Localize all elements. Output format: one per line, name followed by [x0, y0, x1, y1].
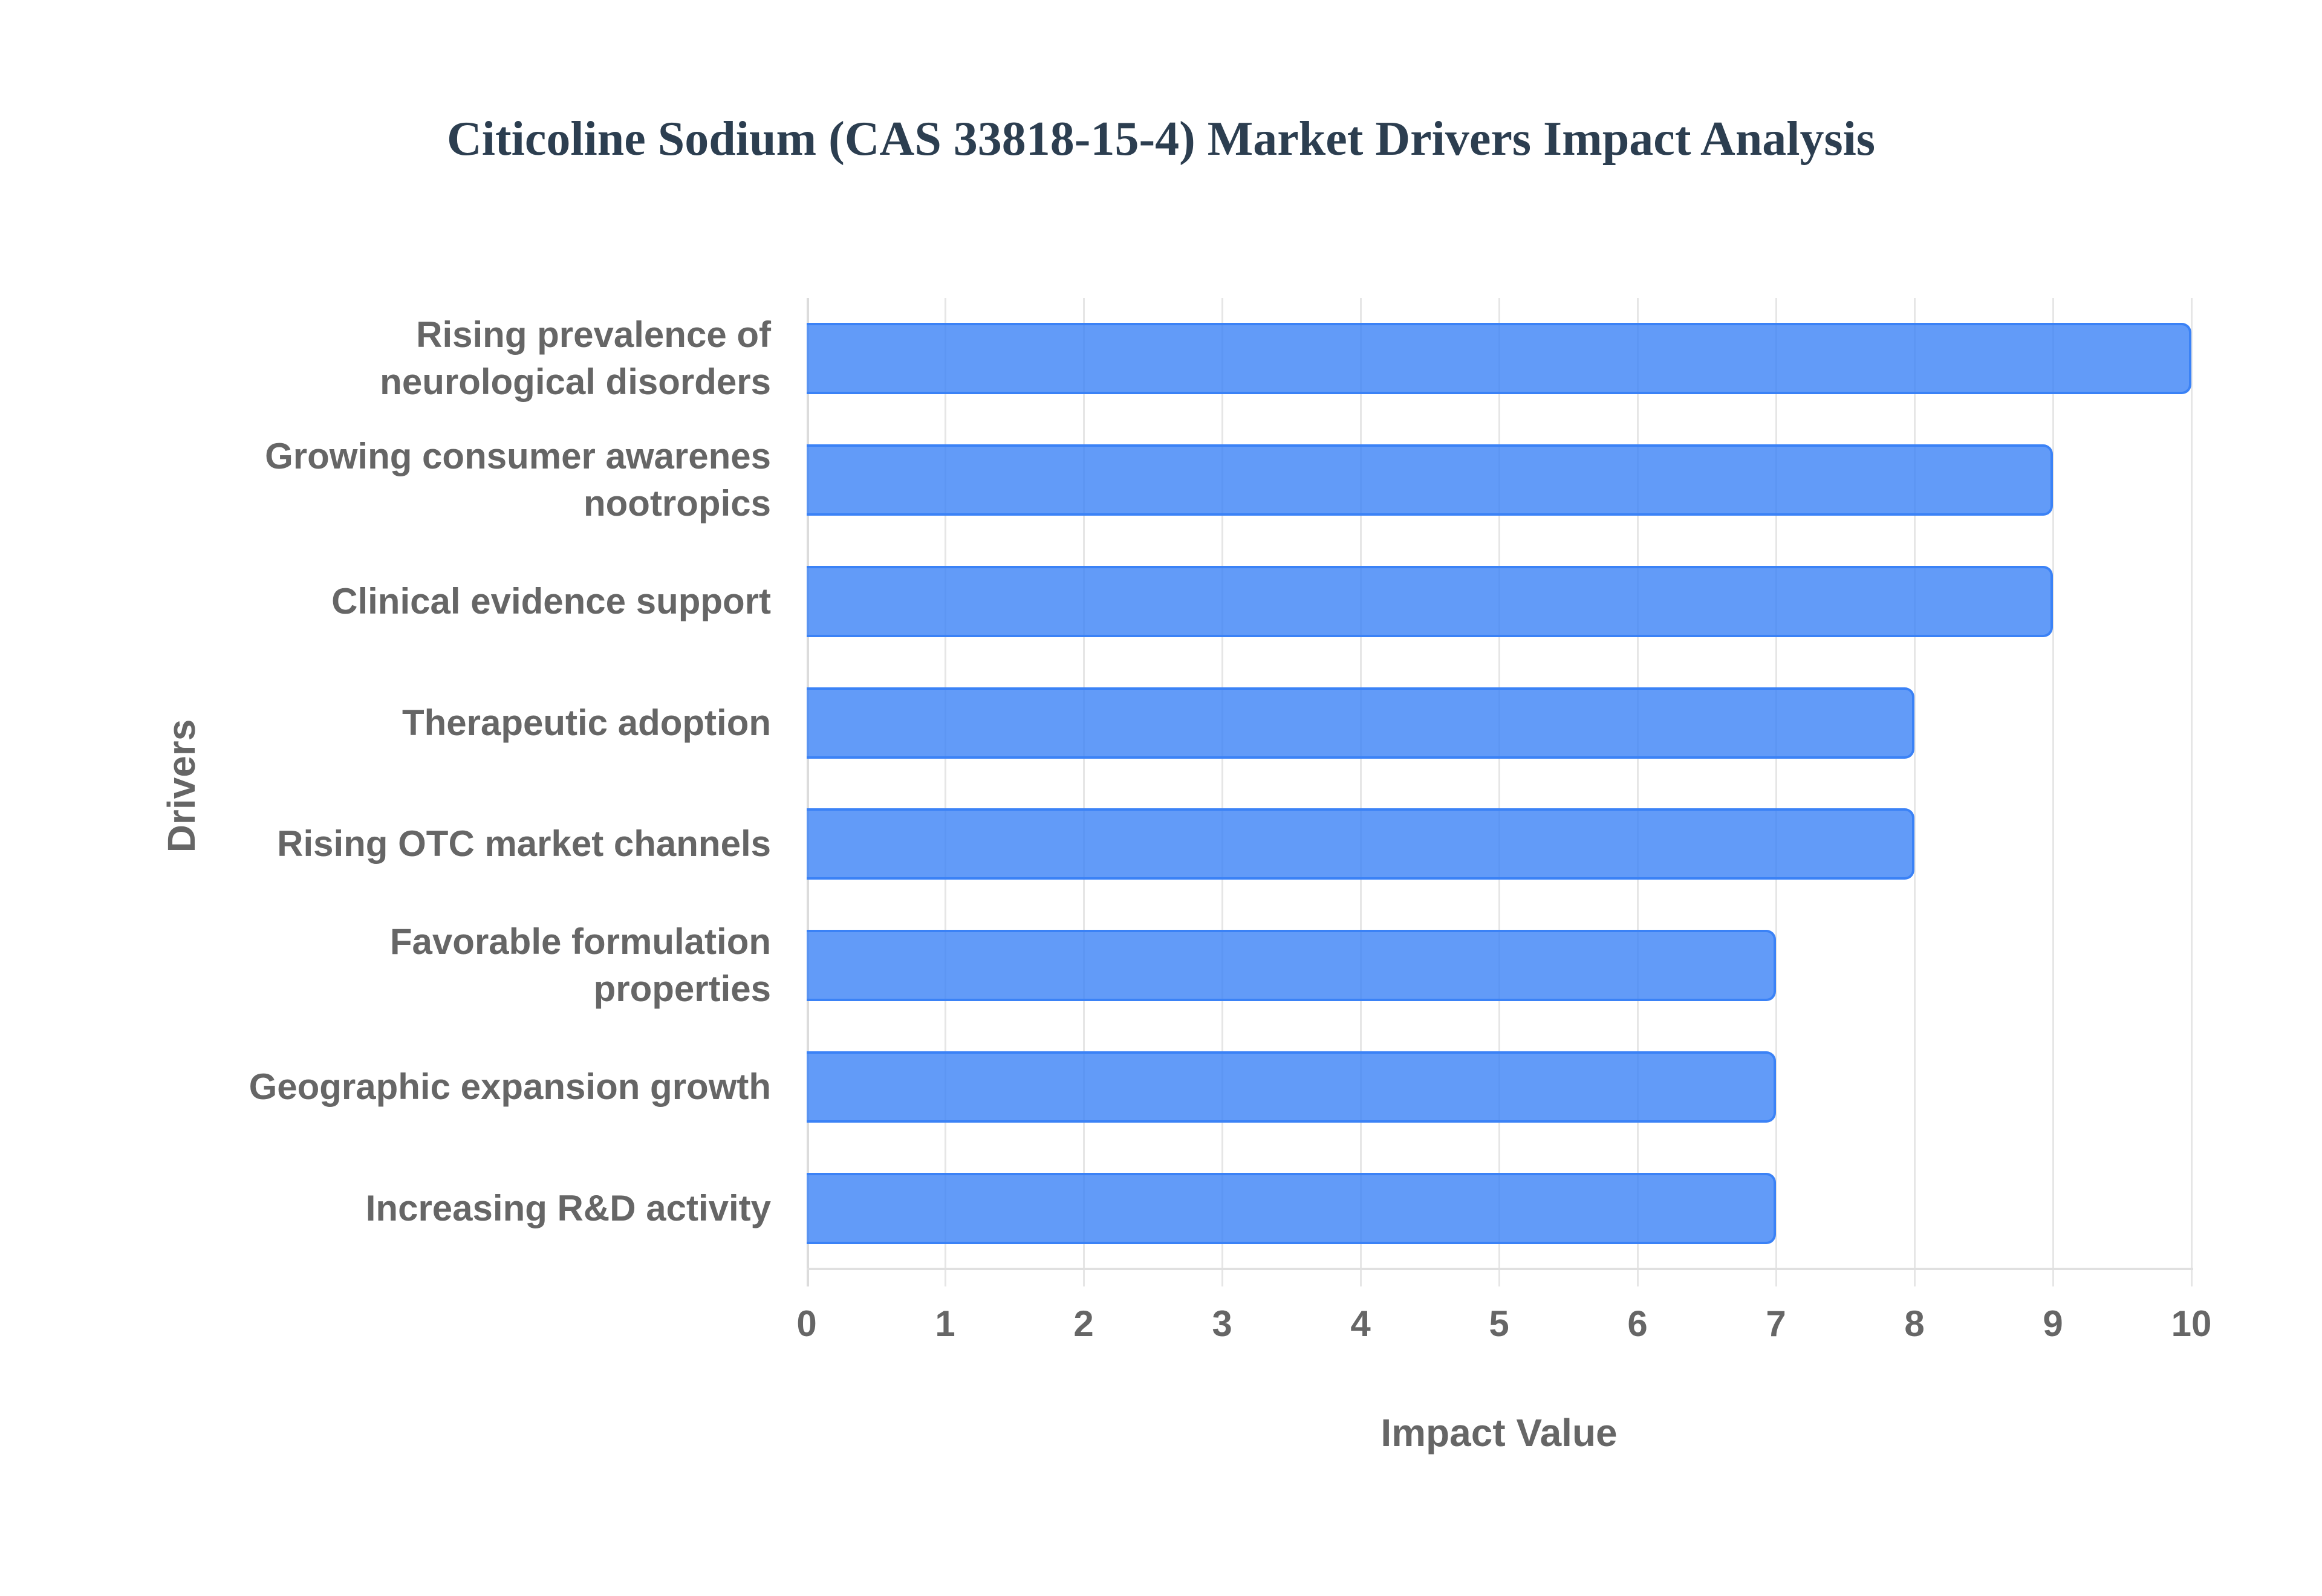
x-gridline — [1637, 298, 1639, 1286]
x-gridline — [1914, 298, 1916, 1286]
y-category-label: Increasing R&D activity — [365, 1187, 771, 1228]
plot-area — [807, 298, 2193, 1286]
y-category-label: Therapeutic adoption — [402, 702, 771, 743]
y-category-label: Rising prevalence of neurological disord… — [380, 314, 771, 403]
x-gridline — [1221, 298, 1223, 1286]
x-tick-label: 5 — [1489, 1303, 1509, 1344]
x-gridline — [1083, 298, 1085, 1286]
y-category-label: Favorable formulation properties — [389, 921, 771, 1010]
chart-title: Citicoline Sodium (CAS 33818-15-4) Marke… — [446, 112, 1876, 166]
x-tick-label: 8 — [1904, 1303, 1925, 1344]
bar[interactable] — [807, 444, 2053, 516]
x-gridline — [1775, 298, 1777, 1286]
x-tick-label: 4 — [1350, 1303, 1371, 1344]
x-tick-label: 2 — [1073, 1303, 1094, 1344]
bar[interactable] — [807, 930, 1776, 1002]
x-gridline — [945, 298, 946, 1286]
bar[interactable] — [807, 808, 1914, 880]
y-category-label: Clinical evidence support — [331, 580, 771, 621]
x-tick-label: 7 — [1766, 1303, 1786, 1344]
bar[interactable] — [807, 1051, 1776, 1123]
y-axis-line — [807, 298, 809, 1286]
y-category-label: Rising OTC market channels — [277, 823, 771, 864]
x-gridline — [2191, 298, 2193, 1286]
bar[interactable] — [807, 1172, 1776, 1244]
x-gridline — [2052, 298, 2054, 1286]
x-tick-label: 9 — [2043, 1303, 2063, 1344]
bar[interactable] — [807, 565, 2053, 637]
y-category-label: Growing consumer awarenes nootropics — [265, 436, 771, 524]
x-gridline — [1360, 298, 1362, 1286]
x-tick-label: 1 — [935, 1303, 955, 1344]
x-tick-label: 10 — [2171, 1303, 2212, 1344]
x-axis-line — [807, 1268, 2193, 1270]
x-gridline — [1498, 298, 1500, 1286]
bar[interactable] — [807, 687, 1914, 759]
x-tick-label: 3 — [1212, 1303, 1232, 1344]
x-tick-label: 0 — [796, 1303, 817, 1344]
y-category-label: Geographic expansion growth — [249, 1066, 771, 1107]
x-axis-title: Impact Value — [1381, 1411, 1618, 1455]
x-tick-label: 6 — [1627, 1303, 1648, 1344]
bar[interactable] — [807, 323, 2191, 395]
